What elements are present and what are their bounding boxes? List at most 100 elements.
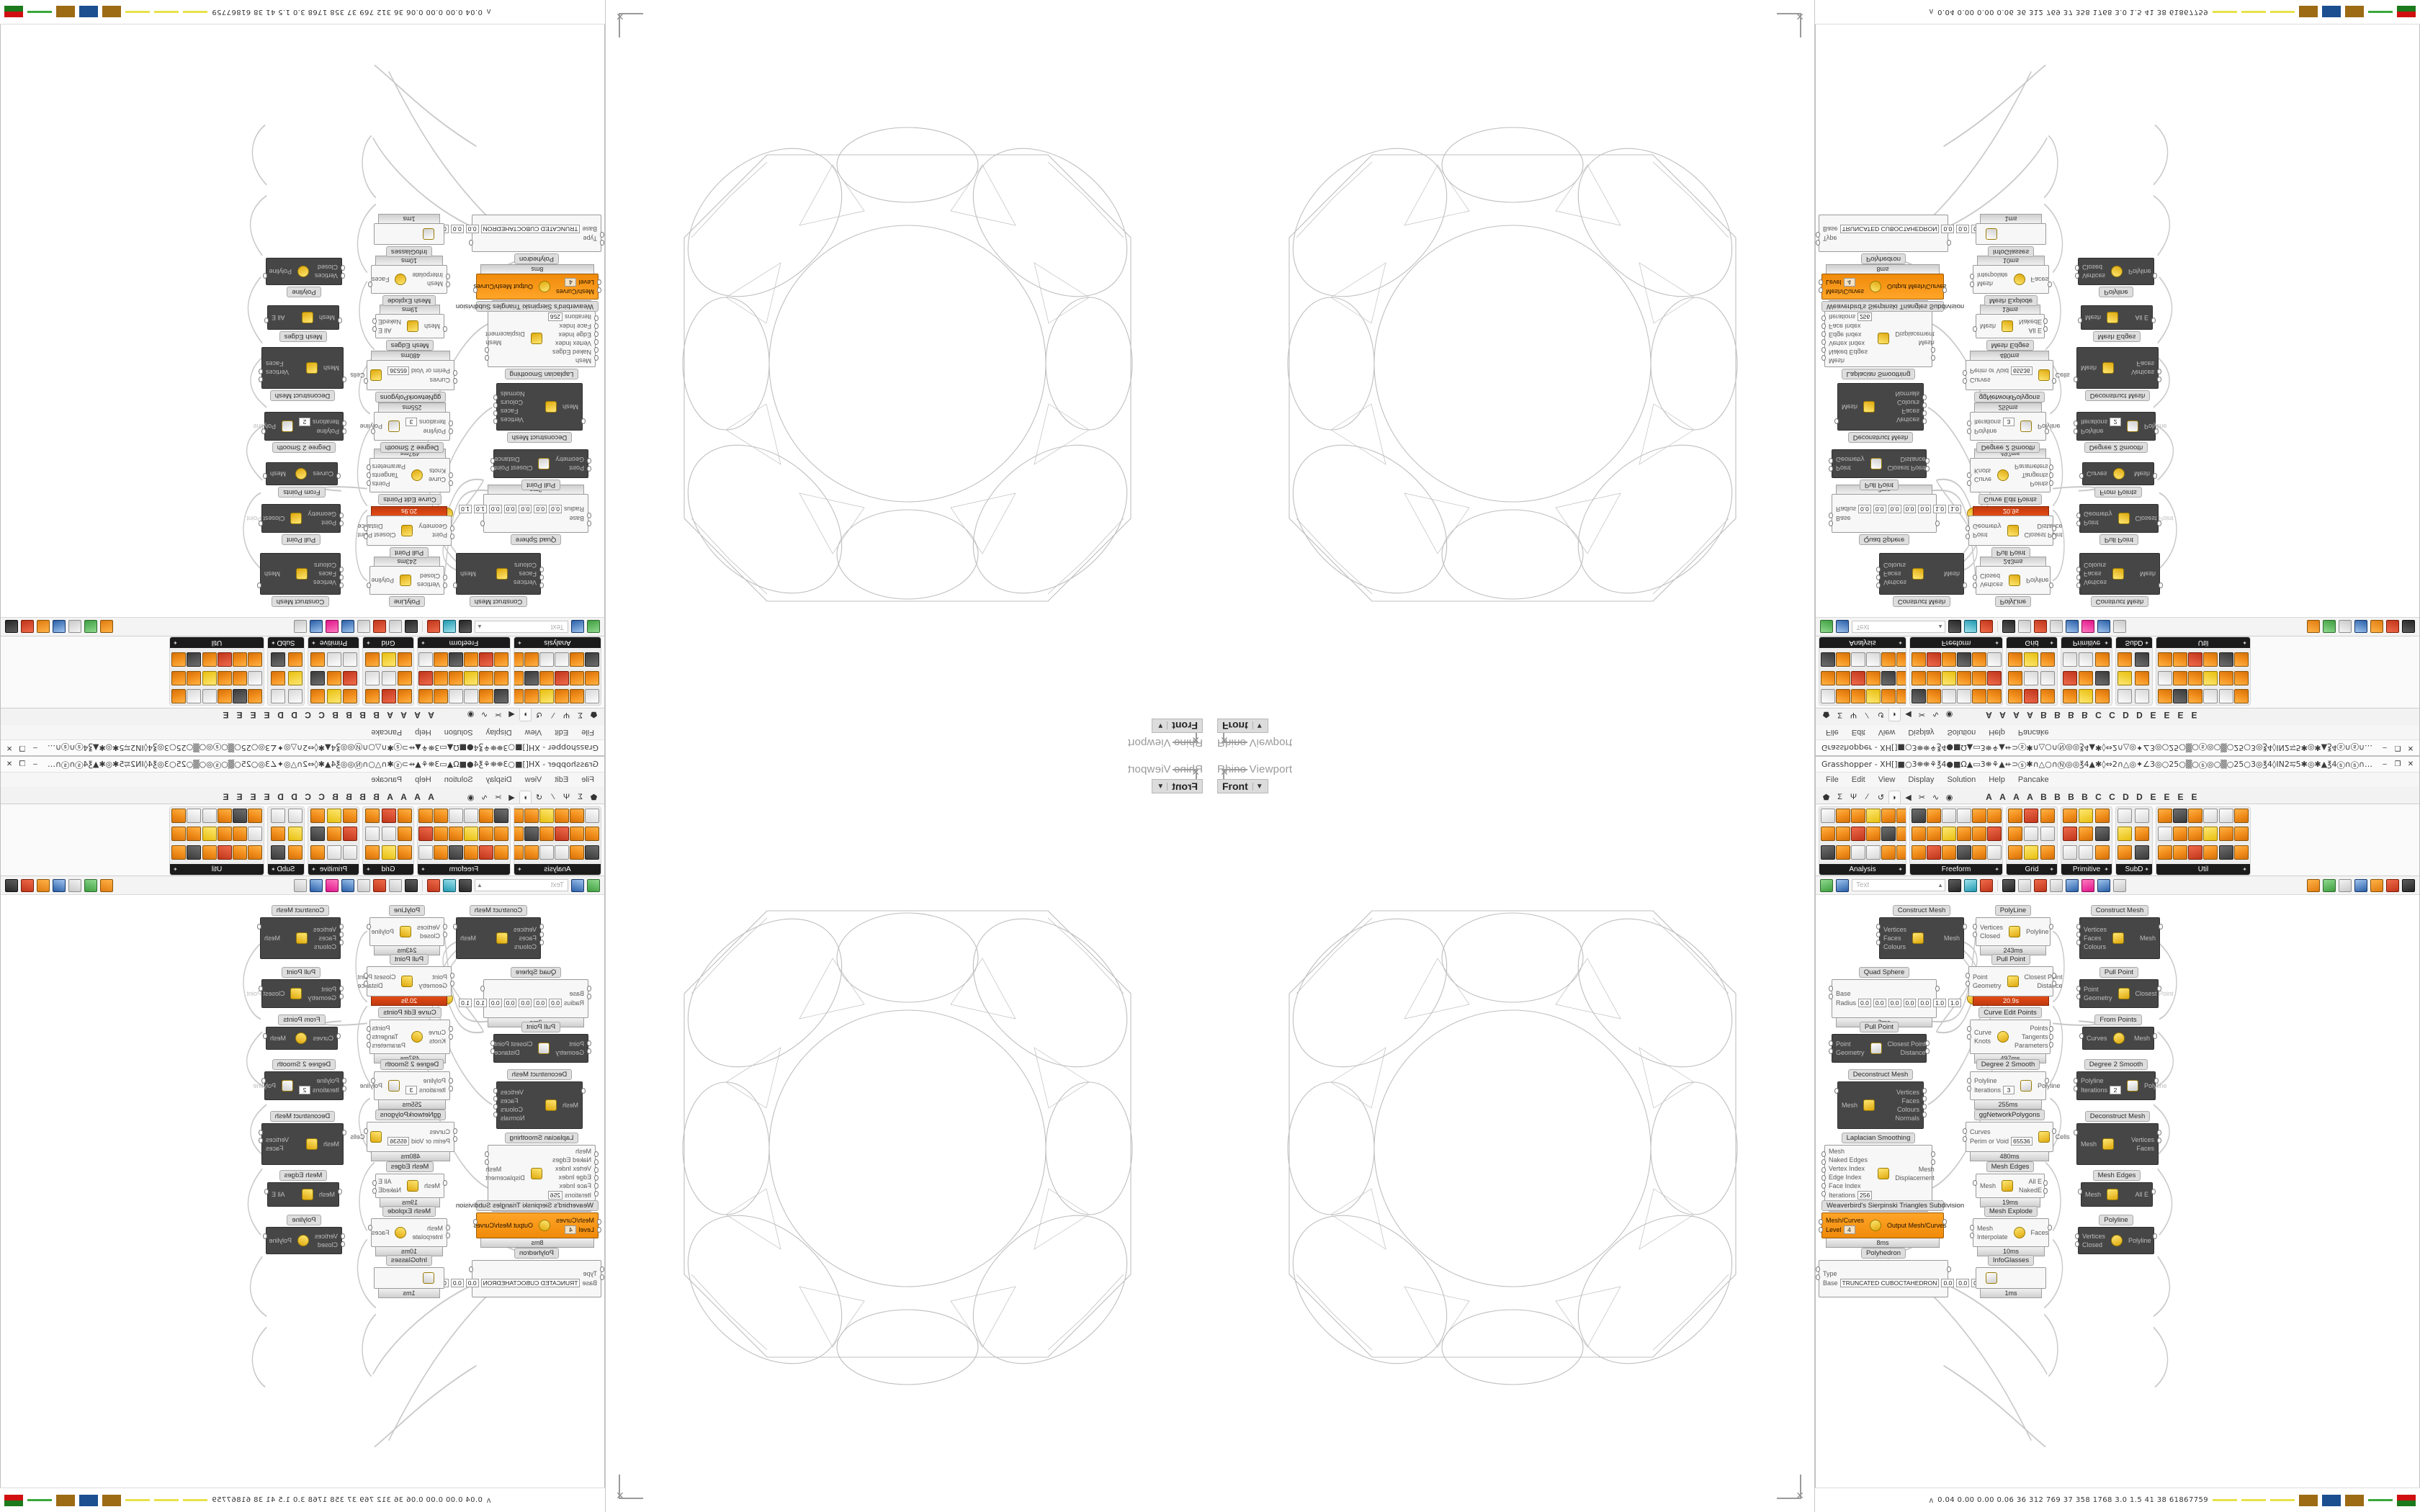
panel-pin-icon[interactable]: ✦: [311, 639, 316, 646]
recompute-icon[interactable]: [2034, 620, 2047, 634]
menu-item-edit[interactable]: Edit: [1851, 775, 1865, 784]
param-value-field[interactable]: 0.0: [1888, 999, 1901, 1007]
output-pin-dot[interactable]: [364, 526, 368, 531]
chevron-down-icon[interactable]: ▼: [1252, 782, 1266, 791]
output-param-label[interactable]: Mesh: [485, 339, 502, 346]
component-icon-util-5[interactable]: [2173, 845, 2188, 860]
at-icon[interactable]: [389, 878, 402, 892]
output-param-label[interactable]: Mesh: [460, 570, 477, 577]
component-icon-grid-0[interactable]: [2008, 809, 2022, 823]
output-pins[interactable]: [1922, 384, 1927, 430]
input-pin-dot[interactable]: [450, 534, 454, 539]
output-pins[interactable]: [485, 310, 489, 366]
input-param[interactable]: Curve: [429, 476, 446, 483]
output-pin-dot[interactable]: [2045, 1078, 2049, 1084]
param-value-field[interactable]: 0.0: [519, 999, 532, 1007]
menu-item-pancake[interactable]: Pancake: [2017, 775, 2049, 784]
gh-component[interactable]: Laplacian Smoothing Mesh Naked Edges Vertex…: [485, 300, 599, 379]
input-param[interactable]: Mesh: [1842, 403, 1857, 410]
ribbon-panel-primitive[interactable]: Primitive ✦: [308, 806, 359, 876]
component-icon-freeform-11[interactable]: [449, 845, 463, 860]
component-icon-analysis-3[interactable]: [1836, 809, 1850, 823]
chevron-down-icon[interactable]: ▼: [1252, 721, 1266, 730]
component-icon-freeform-16[interactable]: [1987, 827, 2002, 842]
gradient-icon[interactable]: [100, 620, 113, 634]
input-param[interactable]: Colours: [2084, 943, 2107, 950]
component-icon-util-2[interactable]: [2158, 652, 2172, 667]
input-pin-dot[interactable]: [336, 473, 341, 479]
sketch-icon[interactable]: [2002, 620, 2015, 634]
component-group-a-0[interactable]: A: [1986, 710, 1992, 720]
input-pin-dot[interactable]: [594, 1175, 599, 1181]
component-icon-primitive-7[interactable]: [310, 670, 326, 685]
ribbon-panel-subd[interactable]: SubD ✦: [2115, 806, 2153, 876]
gh-component[interactable]: Pull Point Point Geometry Closest Point: [246, 967, 344, 1008]
component-icon-primitive-6[interactable]: [2094, 689, 2110, 703]
input-pin-dot[interactable]: [1829, 466, 1833, 472]
param-value-field[interactable]: 1.0: [1933, 999, 1946, 1007]
input-param[interactable]: Mesh: [1977, 280, 2008, 287]
input-pins[interactable]: [341, 1228, 345, 1254]
input-pin-dot[interactable]: [587, 521, 591, 526]
input-param[interactable]: Polyline: [405, 1077, 446, 1084]
component-group-a-3[interactable]: A: [2027, 710, 2033, 720]
component-group-a-1[interactable]: A: [1999, 792, 2006, 802]
output-param-label[interactable]: NakedE: [377, 1187, 401, 1194]
ribbon-panel-util[interactable]: Util ✦: [2156, 806, 2251, 876]
component-icon-freeform-5[interactable]: [1927, 845, 1941, 860]
param-value-field[interactable]: 65536: [2011, 366, 2033, 375]
component-icon-primitive-6[interactable]: [2094, 809, 2110, 823]
output-param-label[interactable]: NakedE: [2019, 318, 2043, 325]
component-body[interactable]: Point Geometry Closest Point: [246, 504, 344, 533]
output-pins[interactable]: [364, 967, 368, 996]
wave-icon[interactable]: ∿: [480, 793, 488, 802]
eye-icon[interactable]: ◉: [467, 710, 475, 719]
output-pin-dot[interactable]: [2049, 582, 2053, 588]
input-pins[interactable]: [339, 505, 344, 532]
output-pin-dot[interactable]: [263, 1033, 267, 1039]
cluster-icon[interactable]: [294, 878, 307, 892]
gh-component[interactable]: Construct Mesh Vertices Faces Colours Mesh: [257, 553, 344, 607]
menu-item-view[interactable]: View: [1878, 728, 1896, 737]
param-value-field[interactable]: 2: [298, 418, 310, 426]
input-pins[interactable]: [1963, 1122, 1967, 1151]
eye-icon[interactable]: ◉: [467, 793, 475, 802]
component-icon-primitive-8[interactable]: [310, 845, 326, 860]
input-pins[interactable]: [594, 310, 599, 366]
output-param-label[interactable]: Tangents: [372, 472, 398, 479]
input-pin-dot[interactable]: [1821, 1175, 1826, 1181]
component-body[interactable]: Vertices Closed Polyline: [1973, 917, 2053, 946]
output-pin-dot[interactable]: [257, 924, 261, 930]
component-icon-util-17[interactable]: [171, 652, 187, 667]
component-group-e-15[interactable]: E: [223, 792, 229, 802]
zoom-extents-icon[interactable]: [1948, 878, 1961, 892]
input-param[interactable]: Mesh: [424, 1182, 440, 1189]
output-pin-dot[interactable]: [485, 1159, 489, 1165]
component-icon-freeform-2[interactable]: [494, 845, 508, 860]
component-icon-analysis-7[interactable]: [1851, 827, 1865, 842]
input-param[interactable]: Naked Edges: [548, 1156, 591, 1164]
output-pin-dot[interactable]: [263, 1233, 267, 1239]
input-param[interactable]: Edge Index: [548, 1174, 591, 1181]
input-param[interactable]: Mesh: [2085, 1191, 2101, 1198]
component-icon-util-9[interactable]: [202, 689, 217, 703]
component-body[interactable]: Mesh Naked Edges Vertex Index Edge Index Fac…: [485, 310, 599, 367]
output-pins[interactable]: [371, 413, 375, 440]
input-param[interactable]: Polyline: [1974, 428, 2015, 435]
input-param[interactable]: Curve: [1974, 476, 1991, 483]
input-param[interactable]: Radius0.00.00.00.00.01.01.0: [459, 999, 584, 1007]
input-param[interactable]: Point: [2084, 519, 2112, 526]
input-pins[interactable]: [449, 1020, 453, 1053]
component-group-a-3[interactable]: A: [387, 710, 393, 720]
panel-pin-icon[interactable]: ✦: [421, 866, 426, 873]
input-pin-dot[interactable]: [443, 582, 447, 588]
output-param-label[interactable]: Parameters: [372, 1042, 405, 1049]
input-pin-dot[interactable]: [1973, 924, 1977, 930]
component-icon-util-6[interactable]: [217, 689, 232, 703]
component-icon-freeform-14[interactable]: [434, 652, 448, 667]
output-pin-dot[interactable]: [264, 1189, 269, 1194]
input-param[interactable]: Base: [459, 515, 584, 522]
